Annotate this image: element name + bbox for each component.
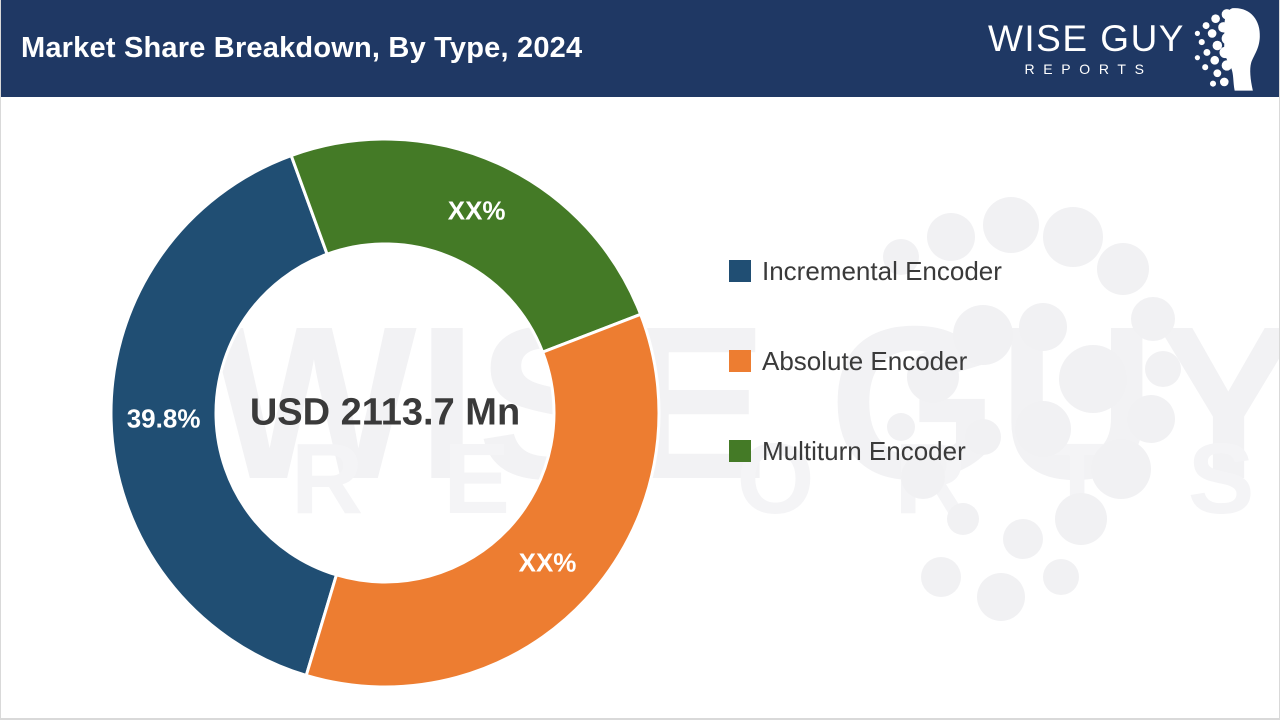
donut-chart: USD 2113.7 Mn 39.8% XX% XX% <box>107 135 663 691</box>
legend-swatch-absolute <box>729 350 751 372</box>
legend: Incremental Encoder Absolute Encoder Mul… <box>729 257 1002 465</box>
legend-item-absolute-encoder: Absolute Encoder <box>729 347 1002 375</box>
page-title: Market Share Breakdown, By Type, 2024 <box>21 32 583 64</box>
legend-label: Absolute Encoder <box>762 346 968 376</box>
legend-label: Incremental Encoder <box>762 256 1002 286</box>
logo-subtitle: REPORTS <box>1024 60 1153 77</box>
chart-area: WISE GUY REPORTS USD 2113.7 Mn 39.8% XX% X… <box>1 97 1279 718</box>
logo-wordmark: WISE GUY <box>987 18 1185 60</box>
donut-center-label: USD 2113.7 Mn <box>249 391 521 434</box>
legend-label: Multiturn Encoder <box>762 436 966 466</box>
donut-svg <box>109 137 661 689</box>
wiseguy-logo: WISE GUY REPORTS <box>988 5 1265 93</box>
legend-item-multiturn-encoder: Multiturn Encoder <box>729 437 1002 465</box>
donut-slice-incremental-encoder <box>109 153 339 678</box>
slice-label-incremental-encoder: 39.8% <box>126 403 201 434</box>
wiseguy-logo-text: WISE GUY REPORTS <box>987 18 1185 77</box>
donut-slice-multiturn-encoder <box>289 137 643 355</box>
legend-item-incremental-encoder: Incremental Encoder <box>729 257 1002 285</box>
legend-swatch-multiturn <box>729 440 751 462</box>
header: Market Share Breakdown, By Type, 2024 WI… <box>1 0 1279 97</box>
donut-slice-absolute-encoder <box>304 312 661 689</box>
wiseguy-face-icon <box>1194 7 1260 91</box>
slice-label-multiturn-encoder: XX% <box>447 195 506 226</box>
slice-label-absolute-encoder: XX% <box>518 547 577 578</box>
legend-swatch-incremental <box>729 260 751 282</box>
